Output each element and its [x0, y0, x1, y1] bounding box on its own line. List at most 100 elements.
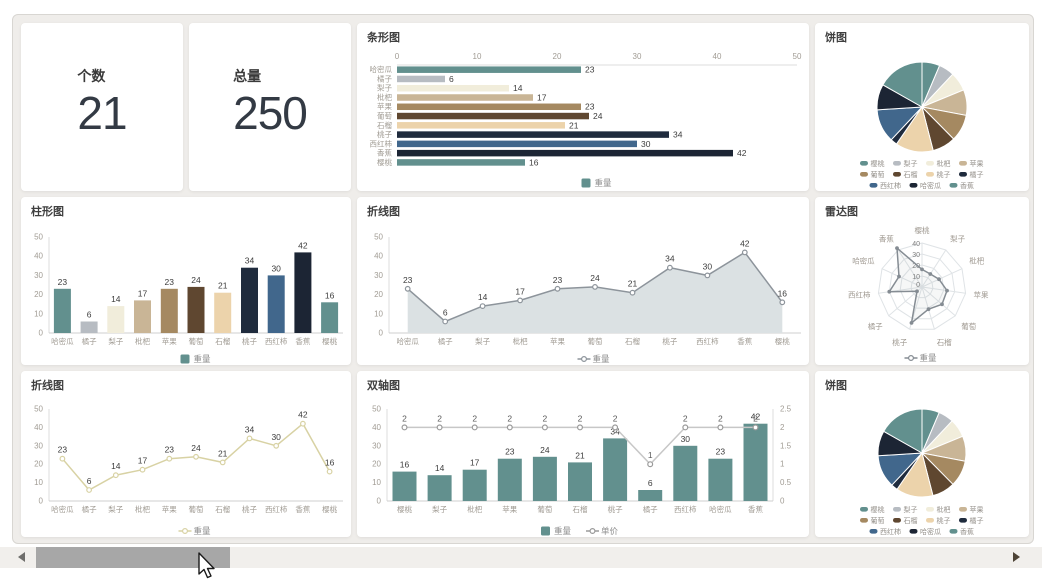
pie-bottom-chart-title: 饼图 [825, 380, 847, 392]
svg-text:葡萄: 葡萄 [377, 111, 392, 121]
svg-text:14: 14 [111, 294, 121, 304]
svg-text:50: 50 [372, 405, 381, 414]
pie-bottom-chart-card: 饼图 樱桃 梨子 枇杷 苹果 葡萄 石榴 桃子 橘子 西红柿 哈密瓜 香蕉 [815, 371, 1029, 537]
svg-text:42: 42 [740, 238, 750, 248]
svg-text:西红柿: 西红柿 [265, 504, 288, 514]
svg-text:橘子: 橘子 [377, 73, 392, 83]
svg-text:桃子: 桃子 [242, 336, 257, 346]
stat-count-value: 21 [77, 87, 127, 139]
svg-text:重量: 重量 [194, 354, 212, 364]
pie-top-chart-title: 饼图 [825, 32, 847, 44]
svg-text:23: 23 [165, 445, 175, 455]
svg-text:30: 30 [641, 139, 651, 149]
svg-text:14: 14 [513, 83, 523, 93]
svg-text:21: 21 [575, 450, 585, 460]
scroll-right-icon[interactable] [1013, 552, 1020, 562]
svg-text:枇杷: 枇杷 [937, 505, 951, 514]
svg-text:40: 40 [374, 252, 383, 261]
svg-text:23: 23 [553, 275, 563, 285]
radar-chart-title: 雷达图 [825, 206, 858, 218]
svg-text:1.5: 1.5 [780, 441, 792, 450]
svg-text:哈密瓜: 哈密瓜 [852, 255, 875, 265]
hbar-chart-canvas: 0 10 20 30 40 50 哈密瓜 23 橘子 6 梨子 14 枇杷 17 苹果 23 葡萄 24 石榴 21 桃… [357, 47, 809, 191]
svg-text:香蕉: 香蕉 [879, 233, 894, 243]
svg-text:42: 42 [298, 410, 308, 420]
svg-text:橘子: 橘子 [82, 336, 97, 346]
svg-text:橘子: 橘子 [82, 504, 97, 514]
svg-text:14: 14 [478, 292, 488, 302]
svg-text:21: 21 [569, 120, 579, 130]
svg-text:40: 40 [713, 52, 722, 61]
svg-text:0: 0 [39, 497, 44, 506]
svg-text:哈密瓜: 哈密瓜 [920, 181, 941, 190]
svg-text:20: 20 [34, 290, 43, 299]
svg-text:橘子: 橘子 [438, 336, 453, 346]
svg-text:30: 30 [271, 432, 281, 442]
svg-text:42: 42 [298, 240, 308, 250]
hbar-chart-title: 条形图 [367, 32, 400, 44]
svg-text:枇杷: 枇杷 [513, 336, 529, 346]
svg-text:0: 0 [916, 282, 920, 289]
svg-text:桃子: 桃子 [662, 336, 677, 346]
svg-text:西红柿: 西红柿 [370, 138, 393, 148]
svg-text:0: 0 [780, 497, 785, 506]
pie-bottom-chart-canvas: 樱桃 梨子 枇杷 苹果 葡萄 石榴 桃子 橘子 西红柿 哈密瓜 香蕉 [815, 395, 1029, 537]
svg-text:2: 2 [543, 413, 548, 423]
svg-text:10: 10 [34, 478, 43, 487]
scrollbar-thumb[interactable] [36, 547, 230, 568]
hbar-chart-card: 条形图 0 10 20 30 40 50 哈密瓜 23 橘子 6 梨子 14 枇杷 17 苹果 23 葡萄 24 石… [357, 23, 809, 191]
svg-text:0.5: 0.5 [780, 478, 792, 487]
svg-text:50: 50 [34, 405, 43, 414]
dashboard: 个数 21 总量 250 条形图 0 10 20 30 40 50 哈密瓜 23 橘子 6 梨子 14… [12, 14, 1034, 544]
svg-text:14: 14 [111, 461, 121, 471]
svg-text:枇杷: 枇杷 [135, 504, 150, 514]
svg-text:枇杷: 枇杷 [467, 504, 482, 514]
svg-text:哈密瓜: 哈密瓜 [396, 336, 419, 346]
horizontal-scrollbar[interactable] [0, 547, 1042, 568]
svg-text:30: 30 [633, 52, 642, 61]
line-chart-card: 折线图 0 10 20 30 40 50 23 哈密瓜 6 橘子 14 梨子 17 枇杷 23 苹果 24 葡萄 2… [21, 371, 351, 537]
svg-text:石榴: 石榴 [215, 504, 230, 514]
svg-text:42: 42 [751, 412, 761, 422]
svg-text:2: 2 [613, 413, 618, 423]
svg-text:樱桃: 樱桃 [397, 504, 412, 514]
svg-text:14: 14 [435, 463, 445, 473]
svg-text:苹果: 苹果 [974, 289, 989, 299]
svg-text:葡萄: 葡萄 [871, 170, 885, 179]
svg-text:苹果: 苹果 [162, 504, 177, 514]
svg-text:枇杷: 枇杷 [937, 159, 951, 168]
svg-text:重量: 重量 [920, 353, 938, 363]
svg-text:苹果: 苹果 [162, 336, 177, 346]
scroll-left-icon[interactable] [18, 552, 25, 562]
svg-text:2: 2 [780, 423, 785, 432]
svg-text:桃子: 桃子 [937, 170, 951, 179]
svg-text:6: 6 [648, 478, 653, 488]
svg-text:2: 2 [753, 413, 758, 423]
svg-text:橘子: 橘子 [970, 170, 984, 179]
svg-text:50: 50 [374, 233, 383, 242]
dashboard-grid: 个数 21 总量 250 条形图 0 10 20 30 40 50 哈密瓜 23 橘子 6 梨子 14… [21, 23, 1029, 537]
svg-text:23: 23 [58, 445, 68, 455]
svg-text:24: 24 [540, 445, 550, 455]
svg-text:石榴: 石榴 [904, 170, 918, 179]
svg-text:枇杷: 枇杷 [969, 255, 984, 265]
svg-text:重量: 重量 [593, 354, 611, 364]
svg-text:0: 0 [379, 329, 384, 338]
svg-text:6: 6 [443, 308, 448, 318]
svg-text:桃子: 桃子 [608, 504, 624, 514]
svg-text:24: 24 [593, 111, 603, 121]
svg-text:单价: 单价 [601, 526, 619, 536]
svg-text:西红柿: 西红柿 [880, 527, 901, 536]
svg-text:香蕉: 香蕉 [295, 336, 310, 346]
svg-text:梨子: 梨子 [950, 234, 966, 243]
svg-text:16: 16 [529, 157, 539, 167]
svg-text:香蕉: 香蕉 [748, 504, 763, 514]
svg-text:樱桃: 樱桃 [322, 504, 337, 514]
dual-axis-chart-canvas: 0 10 20 30 40 50 0 0.5 1 1.5 2 2.5 16 樱桃 14 梨子 17 枇杷 23 苹果 2… [357, 395, 809, 537]
svg-text:香蕉: 香蕉 [295, 504, 310, 514]
svg-text:葡萄: 葡萄 [537, 504, 552, 514]
svg-text:17: 17 [470, 458, 480, 468]
svg-text:苹果: 苹果 [970, 505, 984, 514]
